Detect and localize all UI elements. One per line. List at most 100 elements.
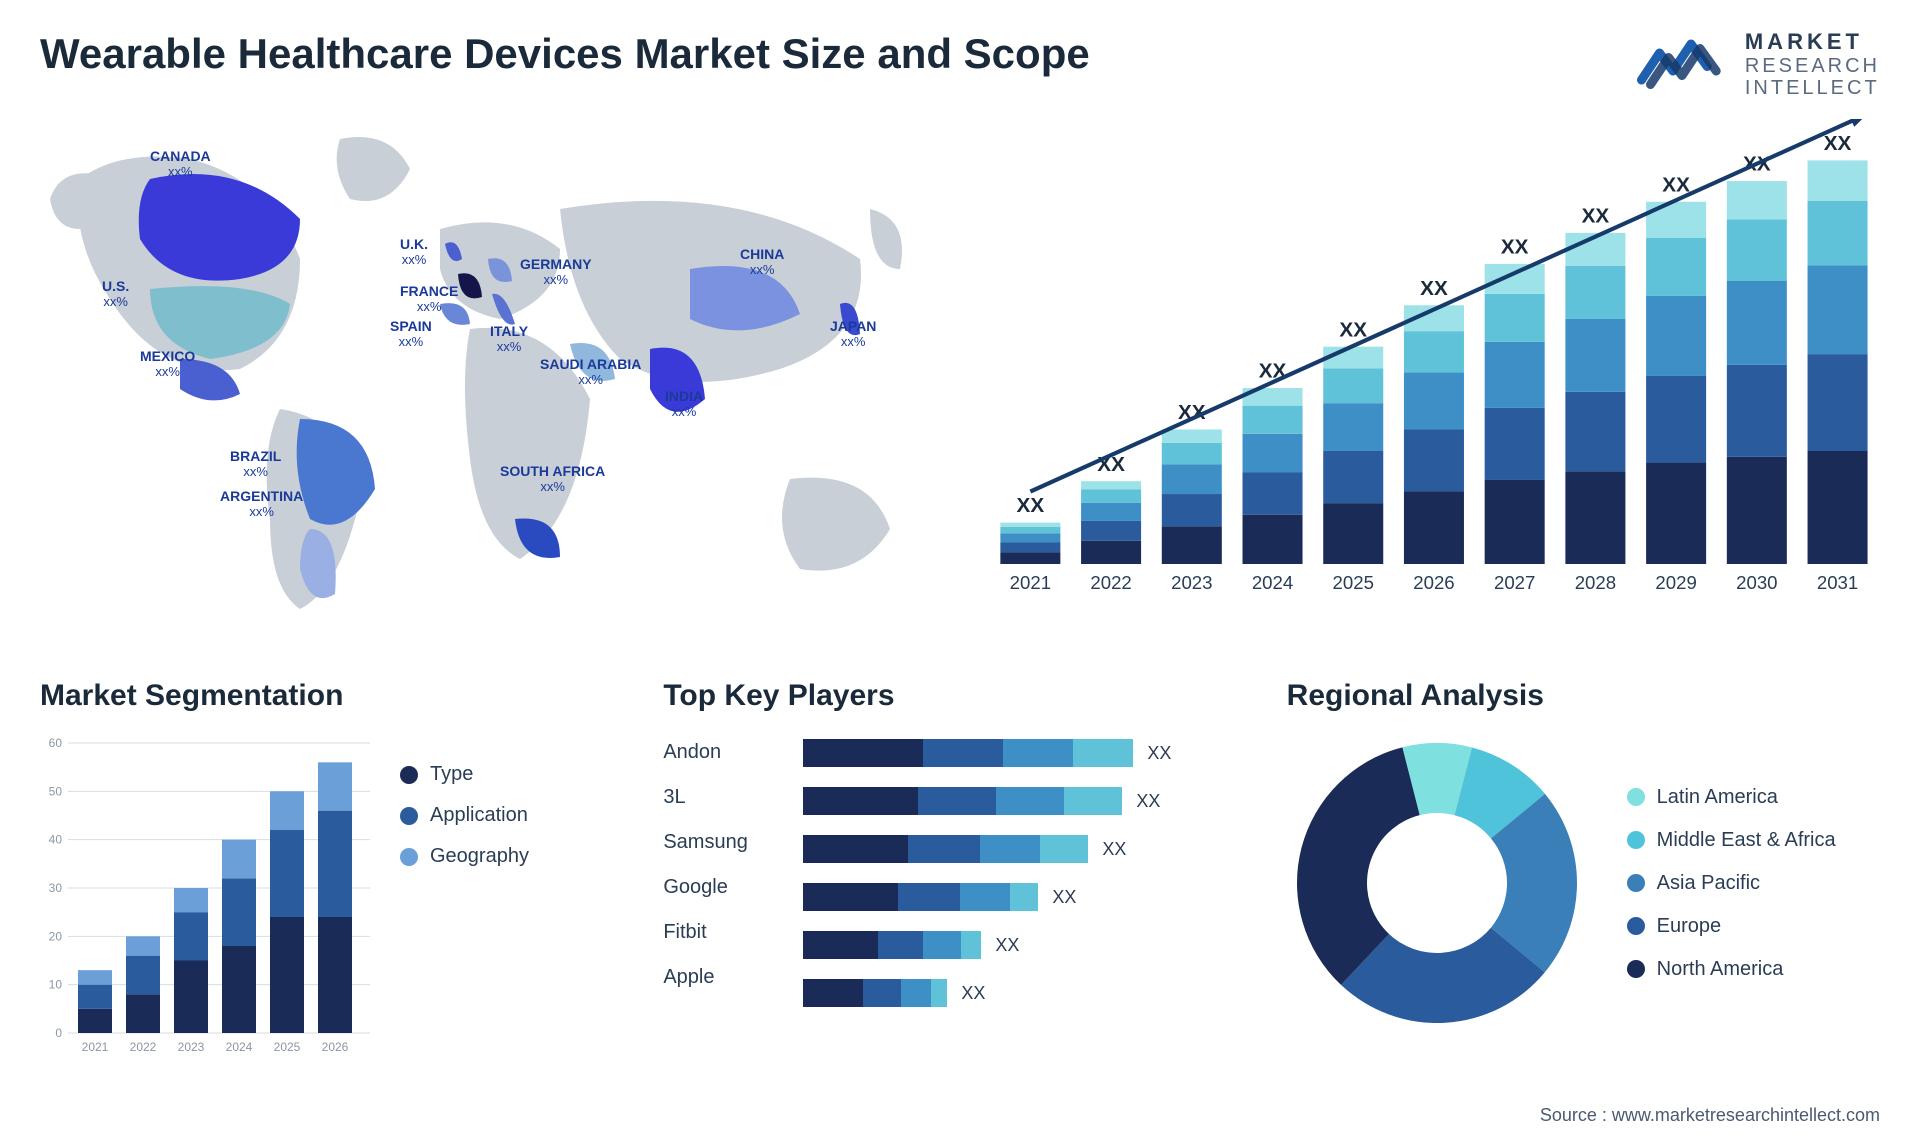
- player-bar-segment: [923, 739, 1003, 767]
- legend-item: Middle East & Africa: [1627, 829, 1836, 852]
- player-bar-segment: [803, 883, 898, 911]
- svg-text:2027: 2027: [1494, 572, 1535, 593]
- svg-text:2031: 2031: [1817, 572, 1858, 593]
- player-row: XX: [803, 931, 1256, 959]
- legend-label: Middle East & Africa: [1657, 829, 1836, 852]
- player-name: Fitbit: [663, 921, 783, 944]
- player-bar-segment: [996, 787, 1064, 815]
- svg-text:XX: XX: [1017, 494, 1045, 517]
- segmentation-panel: Market Segmentation 01020304050602021202…: [40, 679, 633, 1063]
- svg-text:2026: 2026: [1413, 572, 1454, 593]
- legend-swatch-icon: [400, 766, 418, 784]
- map-label: GERMANYxx%: [520, 257, 592, 288]
- legend-swatch-icon: [1627, 874, 1645, 892]
- player-bar-segment: [1010, 883, 1038, 911]
- logo-mark-icon: [1637, 30, 1727, 99]
- players-title: Top Key Players: [663, 679, 1256, 713]
- svg-text:40: 40: [49, 833, 63, 847]
- map-label: JAPANxx%: [830, 319, 876, 350]
- svg-text:2022: 2022: [1090, 572, 1131, 593]
- player-bar-segment: [901, 979, 931, 1007]
- legend-swatch-icon: [400, 807, 418, 825]
- map-label: FRANCExx%: [400, 284, 458, 315]
- legend-label: Asia Pacific: [1657, 872, 1760, 895]
- regional-legend: Latin AmericaMiddle East & AfricaAsia Pa…: [1627, 786, 1836, 981]
- legend-item: Application: [400, 804, 529, 827]
- legend-label: Type: [430, 763, 473, 786]
- svg-text:2021: 2021: [82, 1040, 109, 1054]
- svg-text:XX: XX: [1662, 173, 1690, 196]
- map-label: SPAINxx%: [390, 319, 432, 350]
- logo-line1: MARKET: [1745, 30, 1880, 54]
- svg-text:30: 30: [49, 881, 63, 895]
- svg-text:50: 50: [49, 784, 63, 798]
- player-bar-segment: [898, 883, 960, 911]
- legend-swatch-icon: [1627, 917, 1645, 935]
- legend-item: Geography: [400, 845, 529, 868]
- player-row: XX: [803, 979, 1256, 1007]
- player-value: XX: [1052, 887, 1076, 908]
- map-label: INDIAxx%: [665, 389, 703, 420]
- player-bar: [803, 739, 1133, 767]
- svg-text:2030: 2030: [1736, 572, 1777, 593]
- players-labels: Andon3LSamsungGoogleFitbitApple: [663, 733, 783, 1007]
- map-label: ITALYxx%: [490, 324, 528, 355]
- player-name: Samsung: [663, 831, 783, 854]
- player-bar-segment: [1064, 787, 1122, 815]
- player-bar-segment: [960, 883, 1010, 911]
- logo-line2: RESEARCH: [1745, 55, 1880, 77]
- svg-text:2025: 2025: [1333, 572, 1374, 593]
- player-bar-segment: [803, 979, 863, 1007]
- player-bar-segment: [878, 931, 923, 959]
- legend-swatch-icon: [400, 848, 418, 866]
- svg-text:2026: 2026: [322, 1040, 349, 1054]
- growth-chart-panel: XX2021XX2022XX2023XX2024XX2025XX2026XX20…: [990, 119, 1880, 639]
- player-bar-segment: [803, 739, 923, 767]
- player-bar-segment: [1073, 739, 1133, 767]
- player-bar-segment: [931, 979, 947, 1007]
- regional-panel: Regional Analysis Latin AmericaMiddle Ea…: [1287, 679, 1880, 1063]
- logo-line3: INTELLECT: [1745, 77, 1880, 99]
- map-label: U.K.xx%: [400, 237, 428, 268]
- player-name: Andon: [663, 741, 783, 764]
- players-panel: Top Key Players Andon3LSamsungGoogleFitb…: [663, 679, 1256, 1063]
- svg-text:XX: XX: [1339, 318, 1367, 341]
- legend-item: Type: [400, 763, 529, 786]
- legend-label: Geography: [430, 845, 529, 868]
- legend-item: Asia Pacific: [1627, 872, 1836, 895]
- map-label: U.S.xx%: [102, 279, 129, 310]
- svg-text:60: 60: [49, 736, 63, 750]
- player-value: XX: [995, 935, 1019, 956]
- player-value: XX: [1147, 743, 1171, 764]
- svg-text:XX: XX: [1420, 277, 1448, 300]
- legend-swatch-icon: [1627, 960, 1645, 978]
- svg-text:2025: 2025: [274, 1040, 301, 1054]
- player-value: XX: [1136, 791, 1160, 812]
- player-bar-segment: [918, 787, 996, 815]
- player-bar-segment: [803, 931, 878, 959]
- regional-donut-chart: [1287, 733, 1587, 1033]
- legend-swatch-icon: [1627, 788, 1645, 806]
- player-value: XX: [1102, 839, 1126, 860]
- player-bar: [803, 931, 981, 959]
- svg-text:2023: 2023: [178, 1040, 205, 1054]
- player-name: Apple: [663, 966, 783, 989]
- player-bar: [803, 835, 1088, 863]
- map-label: SAUDI ARABIAxx%: [540, 357, 641, 388]
- world-map-panel: CANADAxx%U.S.xx%MEXICOxx%BRAZILxx%ARGENT…: [40, 119, 960, 639]
- legend-item: North America: [1627, 958, 1836, 981]
- map-label: ARGENTINAxx%: [220, 489, 303, 520]
- segmentation-legend: Type Application Geography: [400, 733, 529, 1063]
- svg-text:2021: 2021: [1010, 572, 1051, 593]
- svg-text:XX: XX: [1582, 204, 1610, 227]
- growth-bar-chart: XX2021XX2022XX2023XX2024XX2025XX2026XX20…: [990, 119, 1880, 605]
- svg-text:2029: 2029: [1655, 572, 1696, 593]
- svg-text:10: 10: [49, 978, 63, 992]
- player-row: XX: [803, 739, 1256, 767]
- player-value: XX: [961, 983, 985, 1004]
- page-title: Wearable Healthcare Devices Market Size …: [40, 30, 1090, 78]
- svg-text:2023: 2023: [1171, 572, 1212, 593]
- svg-text:2022: 2022: [130, 1040, 157, 1054]
- map-label: MEXICOxx%: [140, 349, 195, 380]
- legend-item: Europe: [1627, 915, 1836, 938]
